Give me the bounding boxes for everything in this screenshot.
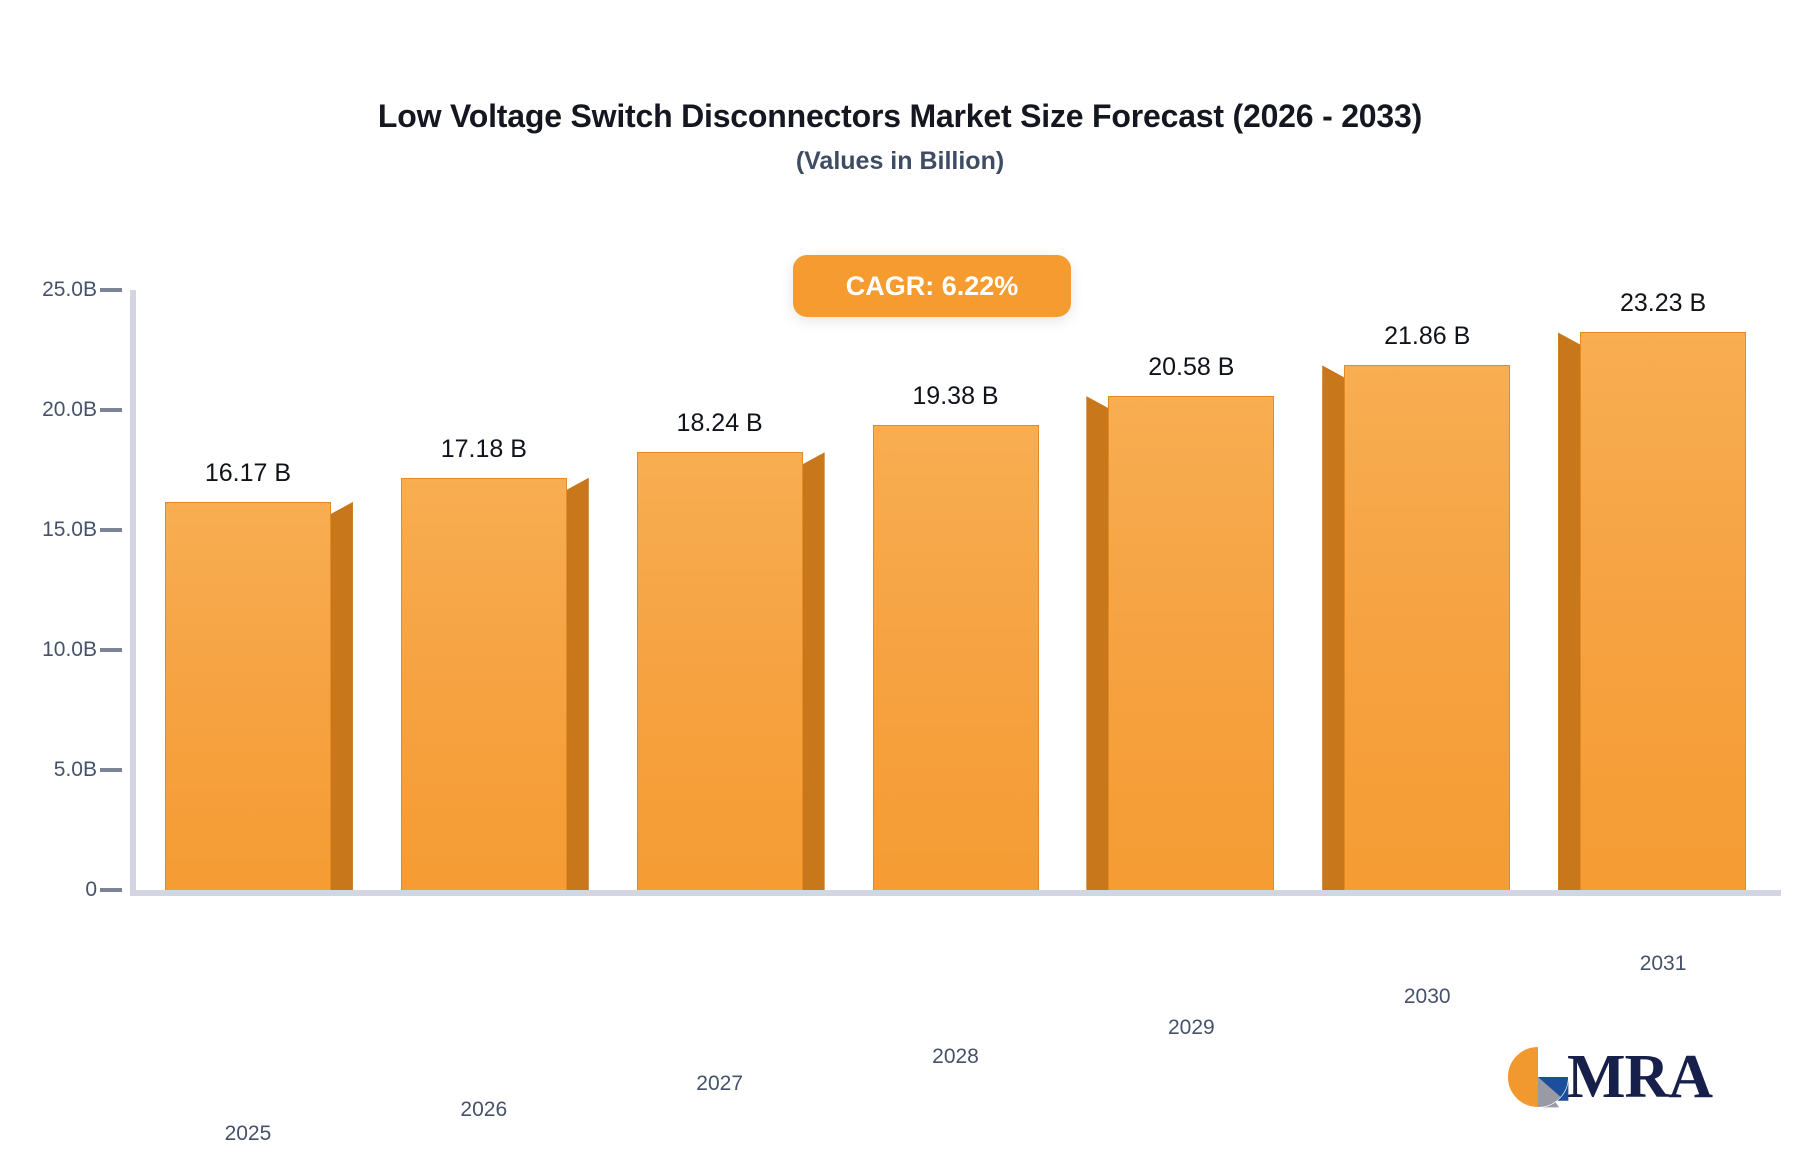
bar-value-label: 17.18 B bbox=[440, 434, 527, 463]
cagr-badge: CAGR: 6.22% bbox=[793, 255, 1071, 317]
bar-group[interactable]: 20.58 B 2029 bbox=[1086, 353, 1275, 1039]
bar-group[interactable]: 19.38 B 2028 bbox=[872, 382, 1039, 1068]
bar-value-label: 19.38 B bbox=[912, 381, 999, 410]
plot-area: 16.17 B 2025 17.18 B 2026 18.24 B 2027 19.38 B… bbox=[42, 278, 1781, 1145]
bar-group[interactable]: 18.24 B 2027 bbox=[636, 409, 825, 1095]
chart-subtitle: (Values in Billion) bbox=[795, 147, 1005, 175]
y-axis-line bbox=[130, 290, 136, 890]
bar-side-face bbox=[1558, 332, 1581, 890]
y-axis-tick-mark bbox=[100, 288, 122, 292]
y-axis-tick-label: 5.0B bbox=[53, 758, 97, 781]
y-axis-tick-label: 0 bbox=[85, 878, 97, 901]
y-axis-tick-mark bbox=[100, 528, 122, 532]
pie-chart-icon bbox=[1507, 1046, 1569, 1108]
x-axis-tick-label: 2027 bbox=[696, 1072, 743, 1096]
bar-series: 16.17 B 2025 17.18 B 2026 18.24 B 2027 19.38 B… bbox=[130, 289, 1781, 1145]
bar-value-label: 23.23 B bbox=[1619, 289, 1707, 318]
logo-text: MRA bbox=[1567, 1043, 1713, 1111]
y-axis-tick-mark bbox=[100, 408, 122, 412]
bar-value-label: 16.17 B bbox=[204, 458, 292, 487]
x-axis-tick-label: 2031 bbox=[1639, 952, 1687, 976]
x-axis-tick-label: 2030 bbox=[1403, 985, 1451, 1009]
bar-face[interactable] bbox=[872, 424, 1039, 890]
bar-face[interactable] bbox=[1344, 365, 1511, 890]
bar-group[interactable]: 21.86 B 2030 bbox=[1322, 322, 1511, 1008]
bar-group[interactable]: 23.23 B 2031 bbox=[1558, 289, 1747, 975]
bar-face[interactable] bbox=[1580, 332, 1747, 890]
bar-value-label: 21.86 B bbox=[1384, 322, 1471, 351]
y-axis-tick-label: 20.0B bbox=[42, 398, 97, 421]
mra-logo: MRA bbox=[1505, 1038, 1790, 1116]
bar-side-face bbox=[802, 452, 825, 890]
bar-side-face bbox=[1086, 396, 1109, 890]
x-axis-tick-label: 2028 bbox=[932, 1044, 979, 1068]
bar-value-label: 20.58 B bbox=[1148, 353, 1235, 382]
bar-face[interactable] bbox=[636, 452, 803, 890]
bar-face[interactable] bbox=[164, 501, 331, 890]
bar-face[interactable] bbox=[400, 477, 567, 890]
bar-side-face bbox=[330, 501, 353, 890]
bar-face[interactable] bbox=[1108, 396, 1275, 890]
bar-side-face bbox=[566, 477, 589, 890]
x-axis-tick-label: 2025 bbox=[224, 1121, 272, 1145]
bar-group[interactable]: 16.17 B 2025 bbox=[164, 459, 353, 1145]
y-axis-tick-mark bbox=[100, 648, 122, 652]
y-axis-tick-label: 25.0B bbox=[42, 278, 97, 301]
bar-group[interactable]: 17.18 B 2026 bbox=[400, 435, 589, 1121]
y-axis-tick-label: 10.0B bbox=[42, 638, 97, 661]
page-title: Low Voltage Switch Disconnectors Market … bbox=[377, 98, 1423, 134]
x-axis-line bbox=[130, 890, 1781, 896]
cagr-badge-label: CAGR: 6.22% bbox=[845, 270, 1019, 301]
x-axis-tick-label: 2029 bbox=[1167, 1016, 1215, 1040]
y-axis-tick-mark bbox=[100, 888, 122, 892]
bar-value-label: 18.24 B bbox=[676, 409, 763, 438]
bar-side-face bbox=[1322, 365, 1345, 890]
y-axis-tick-label: 15.0B bbox=[42, 518, 97, 541]
x-axis-tick-label: 2026 bbox=[460, 1097, 508, 1121]
y-axis-tick-mark bbox=[100, 768, 122, 772]
